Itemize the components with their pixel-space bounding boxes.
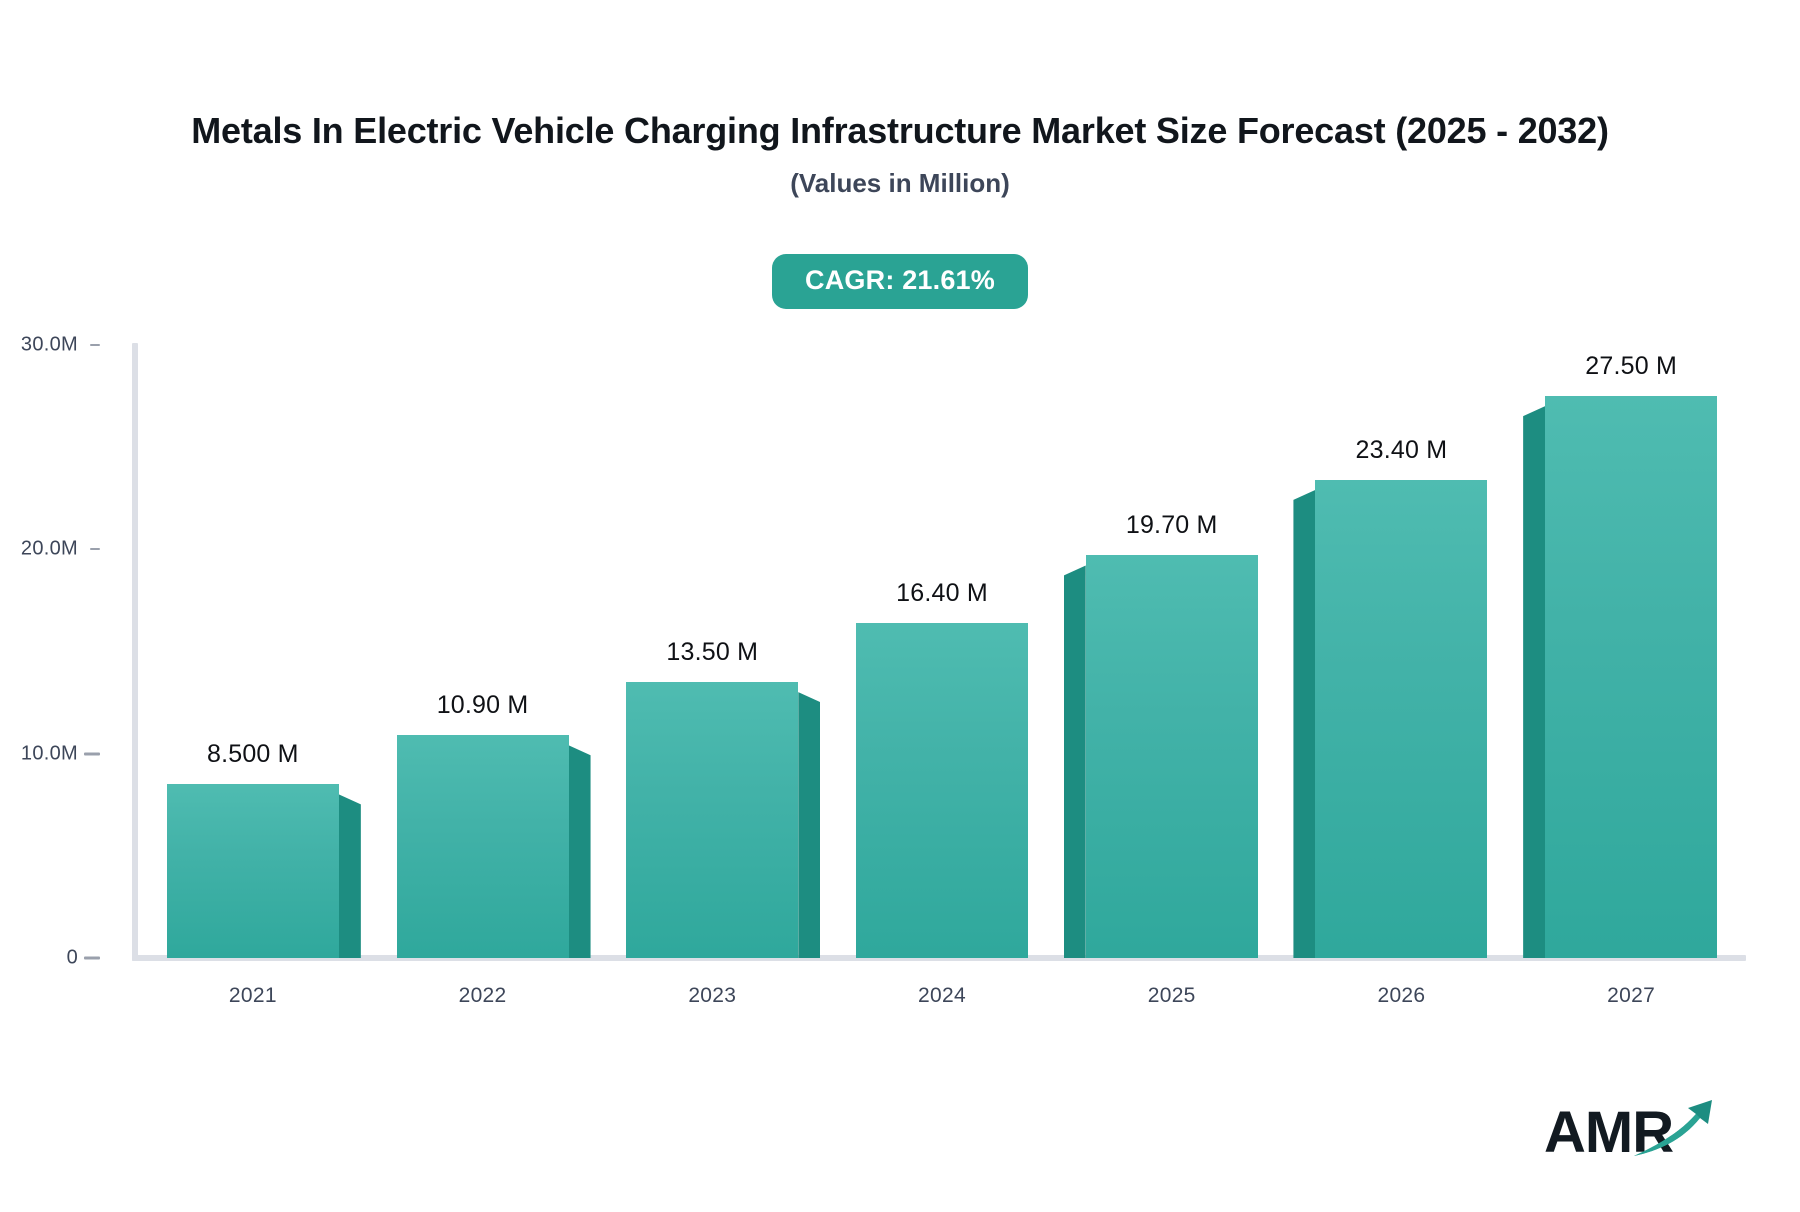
y-axis-tick-mark <box>90 548 100 551</box>
bar-front-face <box>1545 396 1718 958</box>
bar-front-face <box>626 682 799 958</box>
bar-value-label: 19.70 M <box>1125 511 1218 540</box>
x-axis-tick-label: 2025 <box>1147 984 1196 1007</box>
bar-value-label: 8.500 M <box>206 740 299 769</box>
amr-logo: AMR <box>1544 1092 1744 1176</box>
bar-value-label: 10.90 M <box>436 691 529 720</box>
x-axis-tick-label: 2027 <box>1607 984 1656 1007</box>
bar-front-face <box>1085 555 1258 958</box>
bar-side-face <box>568 745 591 958</box>
y-axis: 0 10.0M 20.0M 30.0M <box>0 0 132 1212</box>
y-axis-tick-label: 10.0M <box>20 742 78 765</box>
growth-arrow-icon <box>1634 1100 1712 1156</box>
bar-value-label: 23.40 M <box>1355 435 1448 464</box>
x-axis-line <box>132 955 1746 961</box>
bar-value-label: 27.50 M <box>1585 352 1678 381</box>
bar-side-face <box>1063 565 1086 958</box>
x-axis-tick-label: 2026 <box>1377 984 1426 1007</box>
bar-side-face <box>1523 406 1546 958</box>
bar-2022[interactable] <box>396 735 591 958</box>
bar-2024[interactable] <box>856 622 1028 958</box>
x-axis-tick-label: 2022 <box>458 984 507 1007</box>
bar-2027[interactable] <box>1523 396 1718 958</box>
bar-2025[interactable] <box>1063 555 1258 958</box>
bar-front-face <box>166 784 339 958</box>
bar-front-face <box>1315 479 1488 958</box>
bar-front-face <box>856 622 1028 958</box>
y-axis-tick-label: 30.0M <box>20 333 78 356</box>
bar-front-face <box>396 735 569 958</box>
chart-subtitle: (Values in Million) <box>790 168 1010 199</box>
y-axis-tick-mark <box>90 344 100 346</box>
y-axis-tick-mark <box>84 956 100 960</box>
bar-2023[interactable] <box>626 682 821 958</box>
bar-side-face <box>1293 489 1316 958</box>
x-axis-tick-label: 2023 <box>688 984 737 1007</box>
bar-2026[interactable] <box>1293 479 1488 958</box>
bar-side-face <box>798 692 821 958</box>
chart-header: Metals In Electric Vehicle Charging Infr… <box>0 0 1800 199</box>
bar-2021[interactable] <box>166 784 361 958</box>
page-title: Metals In Electric Vehicle Charging Infr… <box>191 110 1609 151</box>
x-axis-tick-label: 2024 <box>918 984 966 1007</box>
y-axis-line <box>132 343 138 961</box>
y-axis-tick-mark <box>84 752 100 756</box>
bar-value-label: 13.50 M <box>666 638 759 667</box>
logo-text: AMR <box>1544 1100 1674 1165</box>
y-axis-tick-label: 20.0M <box>20 537 78 560</box>
bar-value-label: 16.40 M <box>896 578 988 607</box>
x-axis-tick-label: 2021 <box>228 984 277 1007</box>
y-axis-tick-label: 0 <box>66 946 78 969</box>
bar-side-face <box>338 794 361 958</box>
